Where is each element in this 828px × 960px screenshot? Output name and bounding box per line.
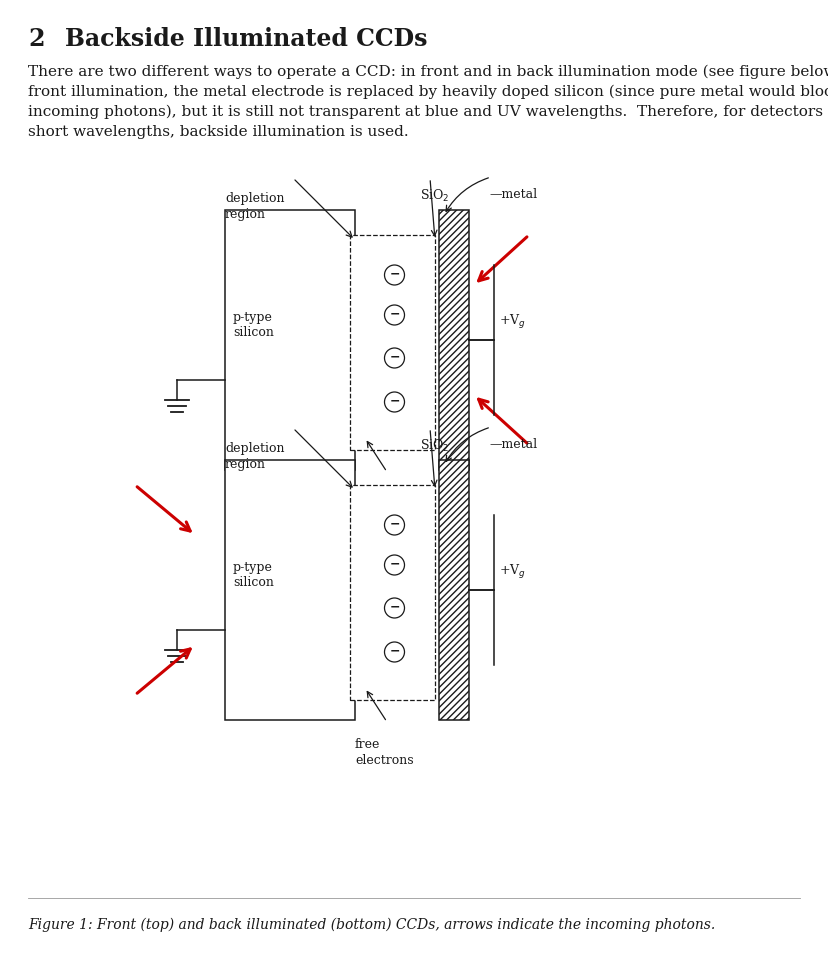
Text: −: −	[389, 517, 399, 531]
Text: Backside Illuminated CCDs: Backside Illuminated CCDs	[65, 27, 427, 51]
Circle shape	[384, 348, 404, 368]
Text: SiO$_2$: SiO$_2$	[420, 188, 449, 204]
Text: +V$_g$: +V$_g$	[498, 563, 525, 581]
Text: There are two different ways to operate a CCD: in front and in back illumination: There are two different ways to operate …	[28, 65, 828, 80]
Text: p-type
silicon: p-type silicon	[233, 561, 273, 589]
Circle shape	[384, 392, 404, 412]
Text: depletion
region: depletion region	[224, 192, 284, 221]
Circle shape	[384, 265, 404, 285]
Text: −: −	[389, 350, 399, 364]
Bar	[439, 460, 469, 720]
Circle shape	[384, 515, 404, 535]
Text: incoming photons), but it is still not transparent at blue and UV wavelengths.  : incoming photons), but it is still not t…	[28, 105, 828, 119]
Text: —metal: —metal	[489, 438, 537, 451]
Text: Figure 1: Front (top) and back illuminated (bottom) CCDs, arrows indicate the in: Figure 1: Front (top) and back illuminat…	[28, 918, 715, 932]
Text: −: −	[389, 558, 399, 570]
Text: −: −	[389, 268, 399, 280]
Bar	[439, 210, 469, 470]
Circle shape	[384, 642, 404, 662]
Text: free
electrons: free electrons	[354, 488, 413, 517]
Circle shape	[384, 555, 404, 575]
Text: short wavelengths, backside illumination is used.: short wavelengths, backside illumination…	[28, 125, 408, 139]
Text: —metal: —metal	[489, 188, 537, 201]
Text: 2: 2	[28, 27, 45, 51]
Text: +V$_g$: +V$_g$	[498, 313, 525, 331]
Text: −: −	[389, 307, 399, 321]
Circle shape	[384, 305, 404, 325]
Text: −: −	[389, 395, 399, 407]
Bar	[349, 235, 435, 450]
Text: −: −	[389, 601, 399, 613]
Bar	[224, 210, 354, 470]
Text: depletion
region: depletion region	[224, 442, 284, 471]
Circle shape	[384, 598, 404, 618]
Text: p-type
silicon: p-type silicon	[233, 310, 273, 340]
Bar	[349, 485, 435, 700]
Text: free
electrons: free electrons	[354, 738, 413, 767]
Text: −: −	[389, 644, 399, 658]
Bar	[224, 460, 354, 720]
Text: front illumination, the metal electrode is replaced by heavily doped silicon (si: front illumination, the metal electrode …	[28, 85, 828, 100]
Text: SiO$_2$: SiO$_2$	[420, 438, 449, 454]
